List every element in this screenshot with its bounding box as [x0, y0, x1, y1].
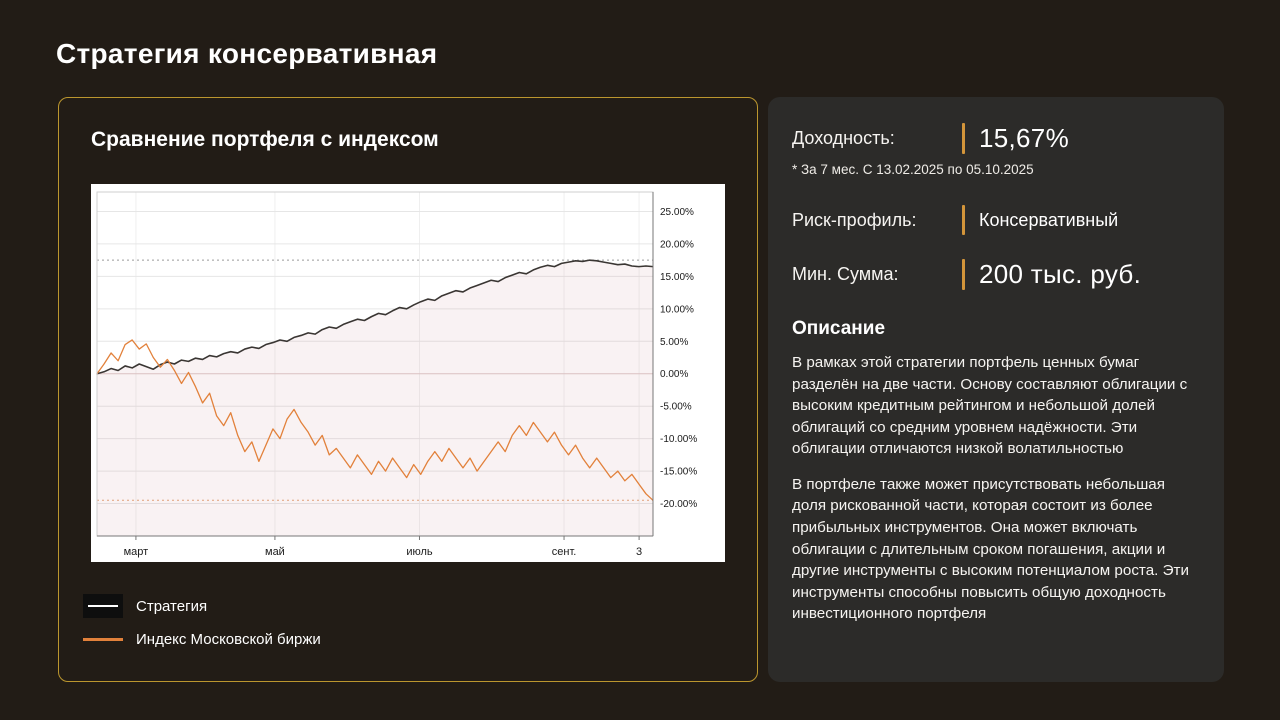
chart-card: Сравнение портфеля с индексом 25.00% 20.0… [58, 97, 758, 682]
legend-item-index: Индекс Московской биржи [83, 627, 321, 651]
svg-text:май: май [265, 546, 285, 558]
svg-text:0.00%: 0.00% [660, 369, 688, 380]
svg-text:15.00%: 15.00% [660, 272, 694, 283]
separator-bar [962, 259, 965, 290]
separator-bar [962, 123, 965, 154]
legend-label-strategy: Стратегия [136, 597, 208, 615]
svg-text:-10.00%: -10.00% [660, 434, 697, 445]
legend-label-index: Индекс Московской биржи [136, 630, 321, 648]
min-sum-row: Мин. Сумма: 200 тыс. руб. [792, 259, 1200, 290]
yield-value: 15,67% [979, 123, 1069, 153]
svg-text:сент.: сент. [552, 546, 577, 558]
min-sum-value: 200 тыс. руб. [979, 259, 1142, 289]
risk-value: Консервативный [979, 209, 1119, 230]
chart-heading: Сравнение портфеля с индексом [91, 128, 439, 151]
chart-canvas: 25.00% 20.00% 15.00% 10.00% 5.00% 0.00% -5.00%… [91, 184, 725, 562]
description-paragraph-1: В рамках этой стратегии портфель ценных … [792, 354, 1188, 458]
description-paragraph-2: В портфеле также может присутствовать не… [792, 475, 1189, 623]
svg-text:-20.00%: -20.00% [660, 499, 697, 510]
svg-text:-15.00%: -15.00% [660, 467, 697, 478]
min-sum-label: Мин. Сумма: [792, 264, 899, 284]
page-title: Стратегия консервативная [56, 38, 438, 69]
index-swatch [83, 627, 123, 651]
svg-text:март: март [124, 546, 149, 558]
chart-legend: Стратегия Индекс Московской биржи [83, 594, 321, 651]
separator-bar [962, 205, 965, 235]
svg-text:июль: июль [406, 546, 433, 558]
risk-row: Риск-профиль: Консервативный [792, 205, 1200, 235]
svg-text:-5.00%: -5.00% [660, 402, 692, 413]
info-card: Доходность: 15,67% * За 7 мес. С 13.02.2… [768, 97, 1224, 682]
svg-text:3: 3 [636, 546, 642, 558]
svg-text:20.00%: 20.00% [660, 239, 694, 250]
description-title: Описание [792, 318, 886, 339]
period-note: * За 7 мес. С 13.02.2025 по 05.10.2025 [792, 162, 1034, 177]
svg-text:25.00%: 25.00% [660, 207, 694, 218]
portfolio-vs-index-chart: 25.00% 20.00% 15.00% 10.00% 5.00% 0.00% -5.00%… [91, 184, 725, 562]
legend-item-strategy: Стратегия [83, 594, 321, 618]
yield-row: Доходность: 15,67% [792, 123, 1200, 154]
svg-text:10.00%: 10.00% [660, 304, 694, 315]
svg-text:5.00%: 5.00% [660, 337, 688, 348]
risk-label: Риск-профиль: [792, 209, 917, 230]
yield-label: Доходность: [792, 128, 895, 148]
strategy-swatch [83, 594, 123, 618]
